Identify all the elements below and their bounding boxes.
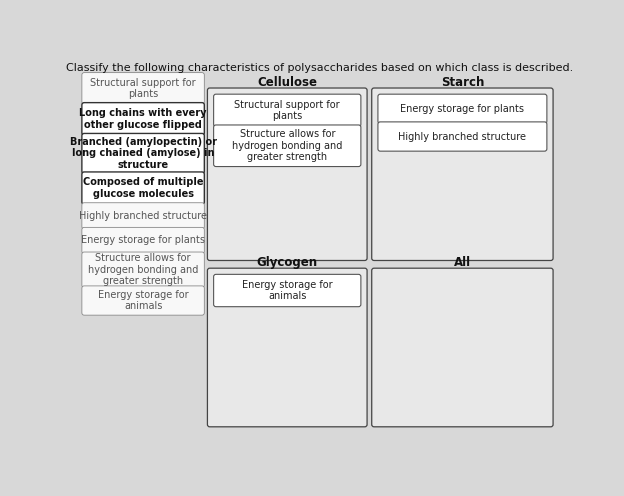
- Text: Classify the following characteristics of polysaccharides based on which class i: Classify the following characteristics o…: [66, 62, 573, 72]
- FancyBboxPatch shape: [213, 94, 361, 126]
- FancyBboxPatch shape: [82, 103, 204, 135]
- FancyBboxPatch shape: [378, 122, 547, 151]
- Text: Structural support for
plants: Structural support for plants: [235, 100, 340, 121]
- Text: Starch: Starch: [441, 76, 484, 89]
- FancyBboxPatch shape: [82, 252, 204, 288]
- Text: Energy storage for
animals: Energy storage for animals: [98, 290, 188, 311]
- FancyBboxPatch shape: [207, 268, 367, 427]
- Text: Composed of multiple
glucose molecules: Composed of multiple glucose molecules: [83, 177, 203, 199]
- Text: Cellulose: Cellulose: [257, 76, 317, 89]
- FancyBboxPatch shape: [82, 203, 204, 229]
- FancyBboxPatch shape: [372, 268, 553, 427]
- Text: Structure allows for
hydrogen bonding and
greater strength: Structure allows for hydrogen bonding an…: [88, 253, 198, 286]
- Text: Structural support for
plants: Structural support for plants: [90, 77, 196, 99]
- FancyBboxPatch shape: [207, 88, 367, 260]
- FancyBboxPatch shape: [378, 94, 547, 124]
- FancyBboxPatch shape: [82, 286, 204, 315]
- FancyBboxPatch shape: [82, 227, 204, 253]
- Text: Energy storage for plants: Energy storage for plants: [401, 104, 524, 114]
- Text: Energy storage for
animals: Energy storage for animals: [242, 280, 333, 301]
- Text: All: All: [454, 256, 471, 269]
- Text: Long chains with every
other glucose flipped: Long chains with every other glucose fli…: [79, 108, 207, 129]
- FancyBboxPatch shape: [82, 72, 204, 104]
- FancyBboxPatch shape: [213, 125, 361, 167]
- Text: Highly branched structure: Highly branched structure: [398, 131, 527, 141]
- FancyBboxPatch shape: [213, 274, 361, 307]
- Text: Structure allows for
hydrogen bonding and
greater strength: Structure allows for hydrogen bonding an…: [232, 129, 343, 162]
- Text: Energy storage for plants: Energy storage for plants: [81, 236, 205, 246]
- Text: Highly branched structure: Highly branched structure: [79, 211, 207, 221]
- FancyBboxPatch shape: [82, 133, 204, 174]
- FancyBboxPatch shape: [82, 172, 204, 204]
- Text: Branched (amylopectin) or
long chained (amylose) in
structure: Branched (amylopectin) or long chained (…: [70, 137, 217, 170]
- FancyBboxPatch shape: [372, 88, 553, 260]
- Text: Glycogen: Glycogen: [256, 256, 318, 269]
